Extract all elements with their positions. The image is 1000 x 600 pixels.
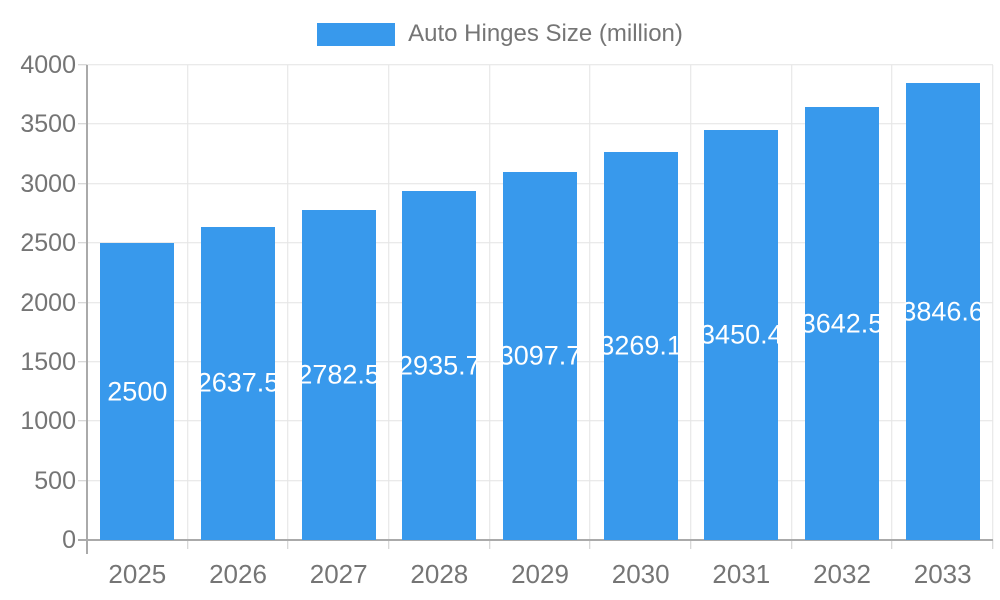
bar[interactable]: 2935.7 <box>398 191 481 540</box>
bar-value-label: 2782.5 <box>297 359 380 390</box>
y-axis-tick <box>78 242 87 244</box>
x-axis-tick <box>488 540 490 549</box>
bar-value-label: 3450.4 <box>700 319 783 350</box>
bar-value-label: 3269.1 <box>599 330 682 361</box>
x-axis-tick-label: 2029 <box>511 559 569 589</box>
x-axis-tick-label: 2030 <box>611 559 670 589</box>
gridline-vertical <box>992 65 994 540</box>
y-axis-tick-label: 1500 <box>20 347 76 376</box>
x-axis-tick-label: 2033 <box>913 559 972 589</box>
y-axis-tick <box>78 183 87 184</box>
y-axis-tick-label: 0 <box>62 526 76 554</box>
y-axis-tick <box>78 64 87 66</box>
x-axis-tick <box>287 540 289 549</box>
x-axis-tick-label: 2025 <box>108 559 167 589</box>
gridline-horizontal <box>87 64 993 66</box>
x-axis-tick-label: 2031 <box>712 559 771 589</box>
gridline-vertical <box>186 65 188 540</box>
y-axis-tick-label: 2500 <box>20 229 76 258</box>
x-axis-tick-label: 2032 <box>813 559 871 589</box>
gridline-vertical <box>790 65 792 540</box>
x-axis-tick <box>891 540 893 549</box>
x-axis-tick <box>589 540 591 549</box>
gridline-vertical <box>388 65 390 540</box>
x-axis-labels: 2025 2026 2027 2028 2029 2030 2031 2032 2033 <box>87 557 993 593</box>
plot-area: 2500 2637.5 2782.5 2935.7 3097.7 3269.1 3450.4… <box>78 64 994 554</box>
x-axis-tick <box>690 540 692 549</box>
bar[interactable]: 2500 <box>100 243 175 540</box>
legend: Auto Hinges Size (million) <box>0 20 1000 48</box>
y-axis-tick <box>78 123 87 125</box>
y-axis-tick <box>78 361 87 363</box>
bar-value-label: 2500 <box>107 376 168 407</box>
gridline-vertical <box>891 65 893 540</box>
y-axis-tick <box>78 420 87 422</box>
x-axis-tick-label: 2026 <box>209 559 267 589</box>
y-axis-tick <box>78 301 87 303</box>
bar[interactable]: 3097.7 <box>499 172 581 540</box>
y-axis-tick-label: 4000 <box>20 51 76 79</box>
x-axis-tick <box>388 540 390 549</box>
y-axis-tick-label: 3500 <box>20 110 76 139</box>
bar-value-label: 3846.6 <box>901 296 984 327</box>
y-axis-tick <box>78 479 87 481</box>
legend-swatch-icon <box>317 22 396 46</box>
x-axis-line <box>78 539 993 541</box>
bar[interactable]: 3846.6 <box>901 83 984 540</box>
gridline-horizontal <box>87 123 993 125</box>
y-axis-tick-label: 2000 <box>20 288 76 317</box>
x-axis-tick <box>186 540 188 549</box>
bar[interactable]: 3269.1 <box>599 151 682 540</box>
gridline-vertical <box>287 65 289 540</box>
x-axis-tick-label: 2028 <box>410 559 469 589</box>
y-axis-tick-label: 500 <box>34 466 76 495</box>
bar[interactable]: 2782.5 <box>297 209 380 540</box>
bar-value-label: 3642.5 <box>800 308 884 339</box>
bar[interactable]: 3450.4 <box>700 130 783 540</box>
y-axis-labels: 0 500 1000 1500 2000 2500 3000 3500 4000 <box>0 52 76 553</box>
x-axis-tick <box>992 540 994 549</box>
y-axis-line <box>86 65 88 554</box>
x-axis-tick <box>790 540 792 549</box>
gridline-vertical <box>488 65 490 540</box>
legend-item[interactable]: Auto Hinges Size (million) <box>317 20 683 48</box>
bar-value-label: 2637.5 <box>196 367 280 398</box>
y-axis-tick-label: 1000 <box>20 407 76 436</box>
bar[interactable]: 3642.5 <box>801 107 883 540</box>
x-axis-tick-label: 2027 <box>309 559 368 589</box>
bar-value-label: 3097.7 <box>498 340 582 371</box>
legend-label: Auto Hinges Size (million) <box>408 20 683 47</box>
gridline-vertical <box>589 65 591 540</box>
y-axis-tick-label: 3000 <box>20 169 76 198</box>
bar-value-label: 2935.7 <box>398 350 481 381</box>
gridline-vertical <box>690 65 692 540</box>
bar[interactable]: 2637.5 <box>197 226 279 540</box>
